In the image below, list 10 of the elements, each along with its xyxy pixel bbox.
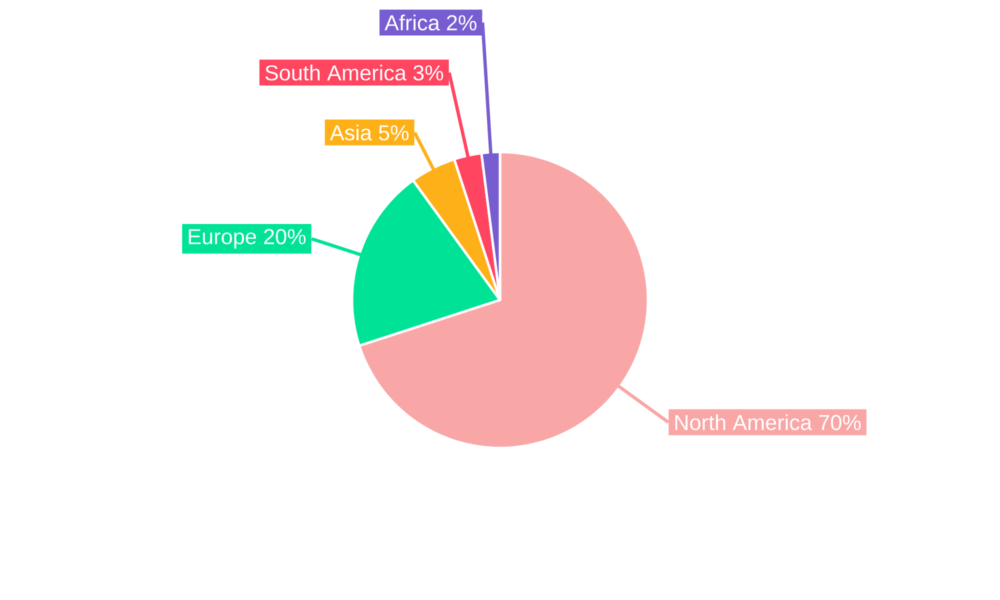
slice-label: Africa (384, 14, 440, 30)
slice-label: Europe (188, 229, 256, 249)
slice-label: South America (265, 64, 406, 81)
data-label: 2% (446, 15, 476, 30)
data-label: 70% (819, 414, 861, 430)
data-label: 5% (378, 125, 409, 140)
slice-label: Asia (330, 124, 372, 140)
data-label: 20% (264, 228, 306, 244)
slice-label: North America (675, 414, 812, 430)
data-label: 3% (413, 65, 444, 81)
